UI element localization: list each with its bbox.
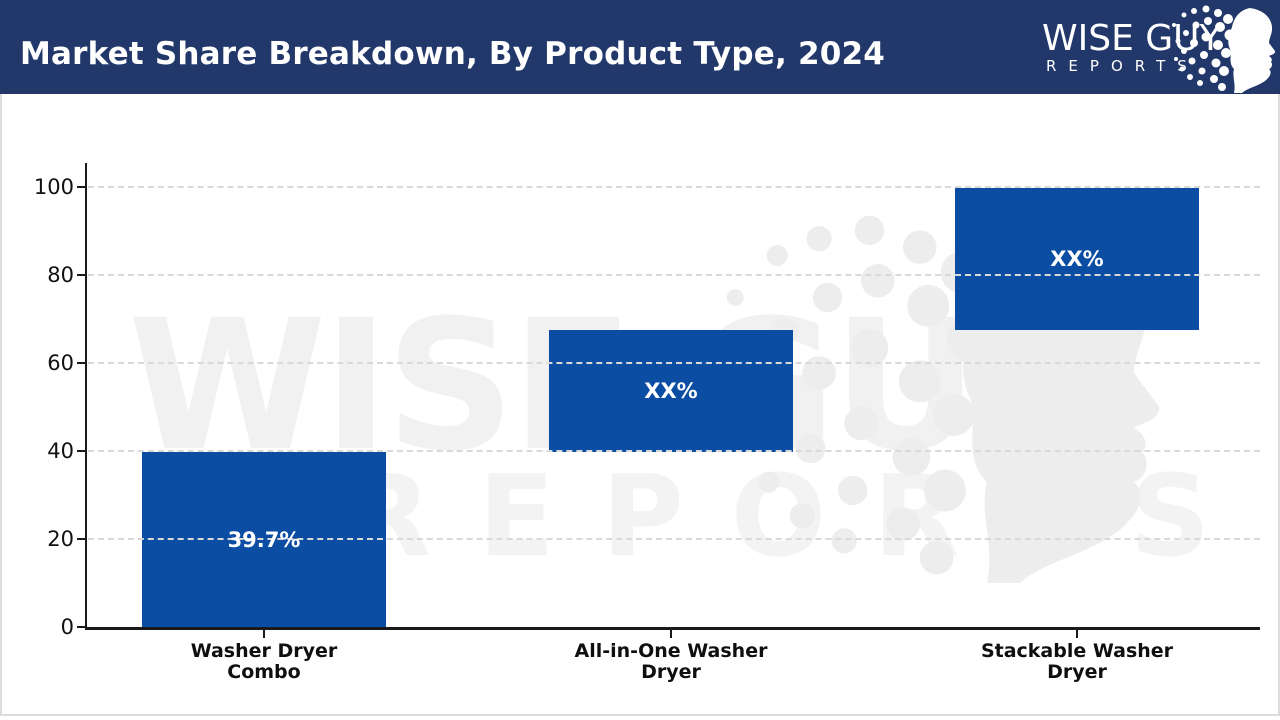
gridline-y-20 <box>88 538 1260 540</box>
bar-value-label-2: XX% <box>644 379 698 404</box>
logo-wordmark: WISE GUY <box>1042 18 1222 59</box>
x-category-label-2: All-in-One Washer Dryer <box>574 640 768 683</box>
bar-3 <box>955 187 1199 331</box>
header-bar: Market Share Breakdown, By Product Type,… <box>0 0 1280 94</box>
x-category-label-3: Stackable Washer Dryer <box>980 640 1174 683</box>
bar-value-label-1: 39.7% <box>227 527 301 552</box>
x-axis-line <box>85 627 1260 630</box>
bar-value-label-3: XX% <box>1050 247 1104 272</box>
x-tick-mark-1 <box>263 630 265 638</box>
y-tick-mark-60 <box>77 362 85 364</box>
y-tick-label-80: 80 <box>47 263 74 287</box>
gridline-y-100 <box>88 186 1260 188</box>
y-axis-line <box>85 163 87 629</box>
x-category-label-1: Washer Dryer Combo <box>190 640 338 683</box>
x-tick-mark-2 <box>670 630 672 638</box>
y-tick-label-100: 100 <box>33 175 74 199</box>
chart-title: Market Share Breakdown, By Product Type,… <box>20 36 886 72</box>
logo-tagline: REPORTS <box>1046 57 1199 75</box>
y-tick-label-20: 20 <box>47 527 74 551</box>
y-tick-mark-80 <box>77 274 85 276</box>
gridline-y-60 <box>88 362 1260 364</box>
x-tick-mark-3 <box>1076 630 1078 638</box>
gridline-y-80 <box>88 274 1260 276</box>
bar-2 <box>549 330 793 453</box>
y-tick-label-40: 40 <box>47 439 74 463</box>
y-tick-mark-100 <box>77 186 85 188</box>
logo-face-icon <box>1172 5 1276 93</box>
gridline-y-40 <box>88 450 1260 452</box>
y-tick-mark-0 <box>77 626 85 628</box>
y-tick-label-0: 0 <box>60 615 74 639</box>
y-tick-mark-40 <box>77 450 85 452</box>
page-frame-border <box>0 94 1280 716</box>
y-tick-label-60: 60 <box>47 351 74 375</box>
y-tick-mark-20 <box>77 538 85 540</box>
